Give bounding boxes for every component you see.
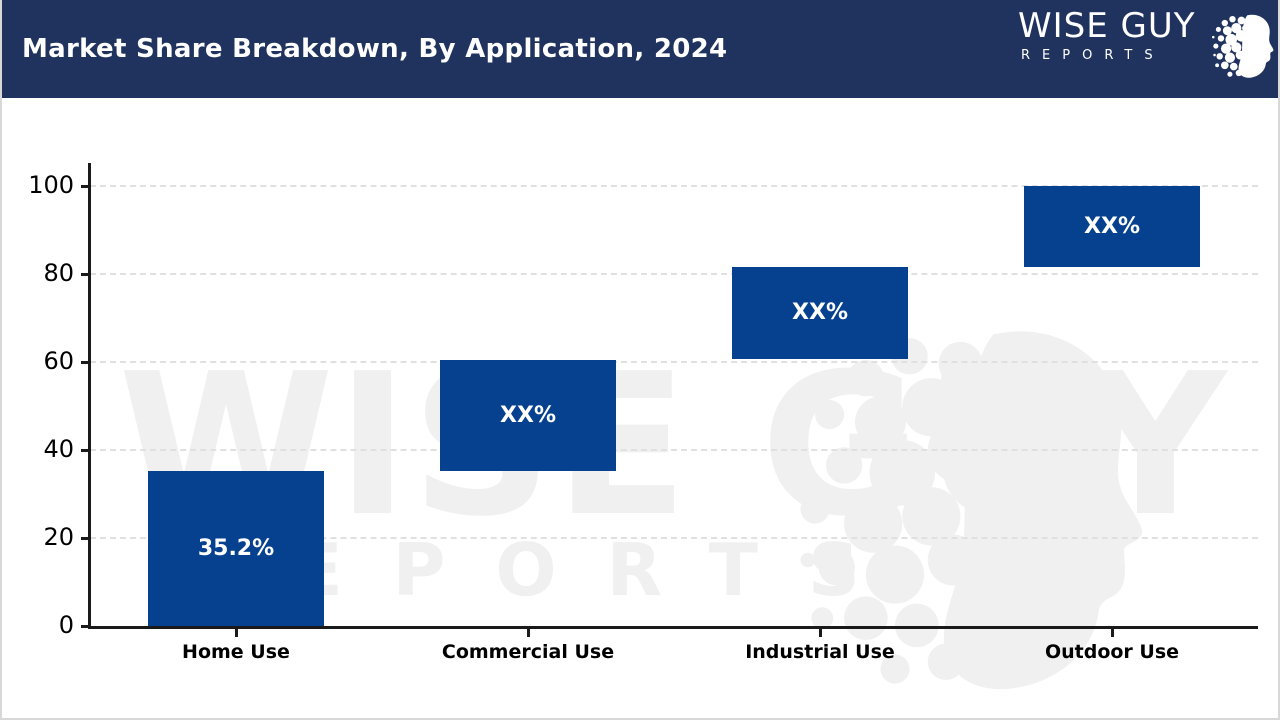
y-tick-label: 40: [43, 435, 74, 463]
x-category-label: Commercial Use: [441, 641, 615, 663]
x-tick-mark: [818, 629, 822, 637]
gridline: [90, 449, 1258, 451]
y-tick-label: 100: [28, 171, 74, 199]
y-tick-mark: [81, 625, 90, 628]
x-tick-mark: [1110, 629, 1114, 637]
bar: XX%: [440, 359, 616, 472]
x-category-label: Outdoor Use: [1044, 641, 1180, 663]
x-axis-line: [88, 626, 1258, 629]
bar-value-label: XX%: [792, 300, 848, 326]
dotted-head-logo-icon: [1212, 14, 1274, 78]
y-tick-label: 20: [43, 523, 74, 551]
y-tick-label: 0: [58, 611, 74, 639]
header-bar: Market Share Breakdown, By Application, …: [2, 0, 1278, 98]
bar-value-label: XX%: [500, 402, 556, 428]
y-tick-mark: [81, 273, 90, 276]
bar: XX%: [732, 266, 908, 359]
x-tick-mark: [526, 629, 530, 637]
y-tick-mark: [81, 185, 90, 188]
bar-value-label: XX%: [1084, 213, 1140, 239]
bar-value-label: 35.2%: [197, 536, 275, 562]
y-tick-label: 80: [43, 259, 74, 287]
y-axis-line: [88, 163, 91, 629]
gridline: [90, 185, 1258, 187]
gridline: [90, 361, 1258, 363]
brand-subtitle: REPORTS: [1021, 48, 1165, 64]
bar: 35.2%: [148, 471, 324, 626]
y-tick-mark: [81, 361, 90, 364]
x-tick-mark: [234, 629, 238, 637]
y-tick-label: 60: [43, 347, 74, 375]
brand-name: WISE GUY: [1018, 6, 1196, 46]
page-title: Market Share Breakdown, By Application, …: [22, 34, 728, 64]
bar: XX%: [1024, 186, 1200, 267]
x-category-label: Industrial Use: [745, 641, 895, 663]
brand-logo: WISE GUY REPORTS: [1018, 6, 1274, 92]
x-category-label: Home Use: [182, 641, 290, 663]
gridline: [90, 537, 1258, 539]
y-tick-mark: [81, 537, 90, 540]
gridline: [90, 273, 1258, 275]
chart-area: WISE GUY REPORTS 0 20 40 60 80 100 Home Use Com…: [2, 98, 1278, 718]
y-tick-mark: [81, 449, 90, 452]
